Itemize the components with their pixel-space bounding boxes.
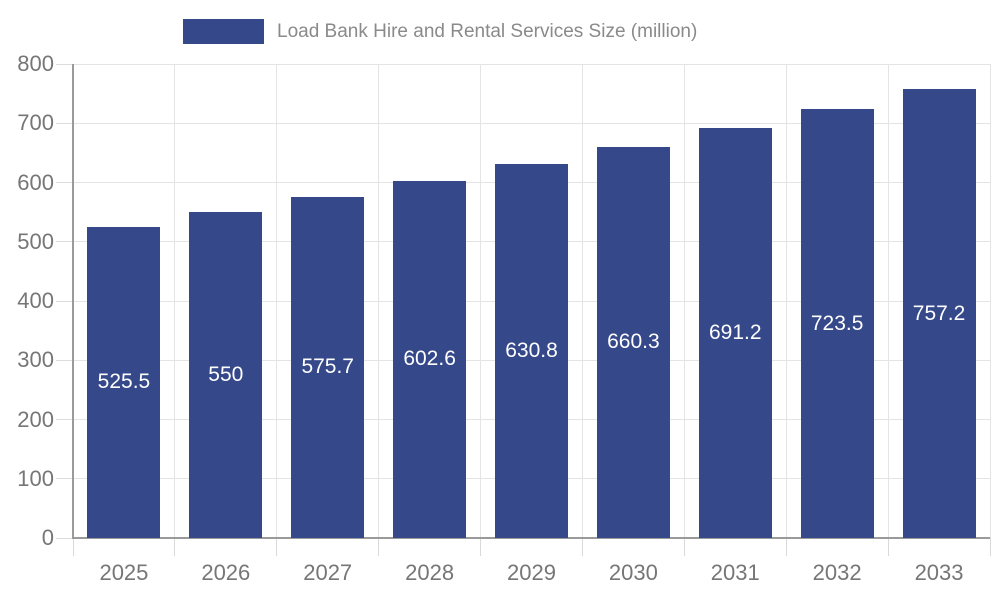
y-axis-line <box>72 64 74 538</box>
x-tick <box>785 538 787 556</box>
y-axis-label: 0 <box>41 525 54 550</box>
y-axis-label: 600 <box>17 169 54 195</box>
bar[interactable]: 575.7 <box>291 196 365 538</box>
bar-value-label: 723.5 <box>810 311 864 335</box>
y-tick <box>56 122 73 124</box>
y-tick <box>56 537 73 539</box>
x-axis-label: 2026 <box>201 560 251 585</box>
bar[interactable]: 630.8 <box>495 164 568 538</box>
bar-value-label: 630.8 <box>505 339 558 363</box>
bar[interactable]: 757.2 <box>902 89 976 538</box>
x-tick <box>989 538 991 556</box>
bar-value-label: 660.3 <box>607 330 660 354</box>
x-axis-label: 2027 <box>303 560 353 585</box>
x-gridline <box>581 64 583 538</box>
x-axis-label: 2025 <box>99 560 149 585</box>
y-axis-label: 800 <box>17 51 54 76</box>
x-tick <box>72 538 74 556</box>
y-gridline <box>73 122 990 124</box>
y-tick <box>56 63 73 65</box>
x-tick <box>480 538 482 556</box>
y-tick <box>56 182 73 183</box>
x-axis-label: 2030 <box>608 560 658 585</box>
y-axis-label: 100 <box>17 465 54 491</box>
legend-label: Load Bank Hire and Rental Services Size … <box>277 20 698 42</box>
bar-value-label: 550 <box>208 363 244 387</box>
x-gridline <box>174 64 176 538</box>
legend[interactable]: Load Bank Hire and Rental Services Size … <box>183 19 697 44</box>
bar-value-label: 575.7 <box>301 355 354 379</box>
bar[interactable]: 550 <box>189 212 263 538</box>
y-axis-label: 400 <box>17 288 54 313</box>
x-tick <box>581 538 583 556</box>
x-gridline <box>887 64 889 538</box>
x-tick <box>887 538 889 556</box>
y-tick <box>56 419 73 420</box>
y-axis-label: 200 <box>17 406 54 432</box>
x-tick <box>276 538 278 556</box>
y-tick <box>56 478 73 480</box>
x-tick <box>174 538 176 556</box>
x-axis-label: 2028 <box>405 560 455 585</box>
x-gridline <box>378 64 380 538</box>
bar[interactable]: 723.5 <box>800 109 874 538</box>
y-tick <box>56 241 73 243</box>
bar[interactable]: 660.3 <box>596 146 670 538</box>
bar-value-label: 691.2 <box>708 321 762 345</box>
x-axis-label: 2033 <box>914 560 964 585</box>
x-axis-label: 2032 <box>812 560 862 585</box>
y-tick <box>56 359 73 361</box>
bar[interactable]: 691.2 <box>698 128 772 538</box>
legend-swatch <box>183 19 264 44</box>
x-gridline <box>989 64 991 538</box>
y-axis-label: 300 <box>17 347 54 373</box>
x-gridline <box>683 64 685 538</box>
bar[interactable]: 602.6 <box>393 180 467 538</box>
bar-value-label: 525.5 <box>97 370 151 394</box>
x-gridline <box>785 64 787 538</box>
y-axis-label: 500 <box>17 228 54 254</box>
y-tick <box>56 300 73 302</box>
x-gridline <box>276 64 278 538</box>
x-gridline <box>480 64 482 538</box>
y-gridline <box>73 63 990 65</box>
bar-value-label: 602.6 <box>403 347 456 371</box>
bar-value-label: 757.2 <box>912 301 966 325</box>
y-axis-label: 700 <box>17 110 54 136</box>
x-axis-label: 2029 <box>507 560 556 585</box>
bar[interactable]: 525.5 <box>87 226 161 538</box>
x-tick <box>378 538 380 556</box>
x-axis-label: 2031 <box>710 560 760 585</box>
x-axis-line <box>72 537 990 539</box>
x-tick <box>683 538 685 556</box>
